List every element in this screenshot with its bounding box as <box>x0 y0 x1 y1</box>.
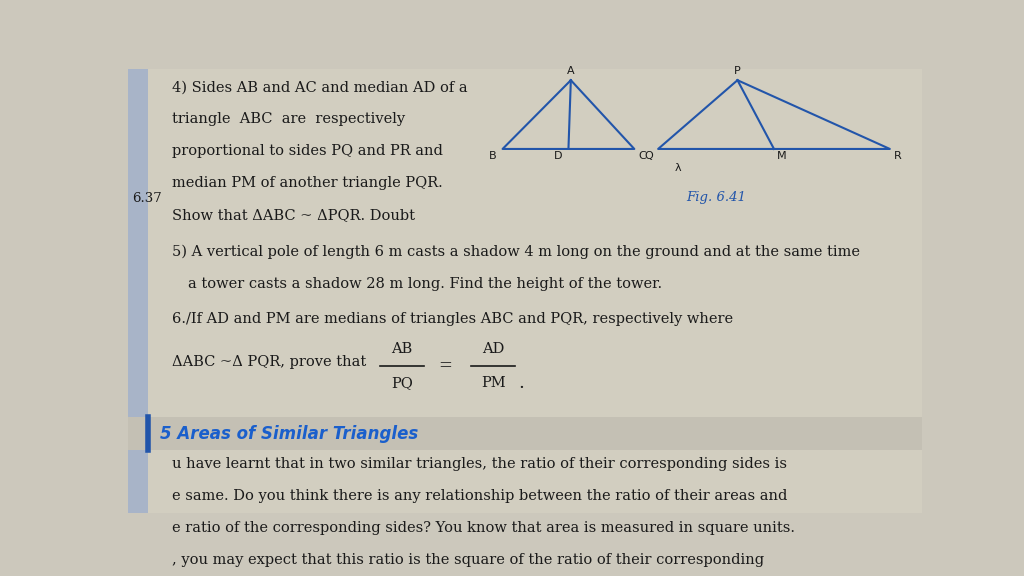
Text: 6.37: 6.37 <box>132 192 162 205</box>
Text: .: . <box>518 374 524 392</box>
Text: 5 Areas of Similar Triangles: 5 Areas of Similar Triangles <box>160 425 418 442</box>
Text: M: M <box>777 151 786 161</box>
Text: 4) Sides AB and AC and median AD of a: 4) Sides AB and AC and median AD of a <box>172 80 467 94</box>
Text: P: P <box>734 66 740 76</box>
Text: e ratio of the corresponding sides? You know that area is measured in square uni: e ratio of the corresponding sides? You … <box>172 521 795 535</box>
Text: a tower casts a shadow 28 m long. Find the height of the tower.: a tower casts a shadow 28 m long. Find t… <box>187 276 662 291</box>
Text: Q: Q <box>645 151 653 161</box>
Text: u have learnt that in two similar triangles, the ratio of their corresponding si: u have learnt that in two similar triang… <box>172 457 786 471</box>
Text: Show that ΔABC ~ ΔPQR. Doubt: Show that ΔABC ~ ΔPQR. Doubt <box>172 208 415 222</box>
Text: AB: AB <box>391 342 413 356</box>
Text: 5) A vertical pole of length 6 m casts a shadow 4 m long on the ground and at th: 5) A vertical pole of length 6 m casts a… <box>172 245 860 259</box>
Text: A: A <box>567 66 574 76</box>
FancyBboxPatch shape <box>128 417 922 450</box>
Text: triangle  ABC  are  respectively: triangle ABC are respectively <box>172 112 404 126</box>
Text: Fig. 6.41: Fig. 6.41 <box>686 191 746 204</box>
Text: median PM of another triangle PQR.: median PM of another triangle PQR. <box>172 176 442 190</box>
Text: proportional to sides PQ and PR and: proportional to sides PQ and PR and <box>172 144 442 158</box>
FancyBboxPatch shape <box>128 69 147 513</box>
Text: λ: λ <box>675 163 681 173</box>
Text: 6./If AD and PM are medians of triangles ABC and PQR, respectively where: 6./If AD and PM are medians of triangles… <box>172 312 733 325</box>
Text: , you may expect that this ratio is the square of the ratio of their correspondi: , you may expect that this ratio is the … <box>172 552 764 567</box>
Text: D: D <box>554 151 562 161</box>
Text: e same. Do you think there is any relationship between the ratio of their areas : e same. Do you think there is any relati… <box>172 489 787 503</box>
FancyBboxPatch shape <box>147 69 922 513</box>
Text: PM: PM <box>480 376 506 390</box>
Text: PQ: PQ <box>391 376 413 390</box>
Text: C: C <box>638 151 646 161</box>
Text: B: B <box>488 151 497 161</box>
Text: R: R <box>894 151 901 161</box>
Text: ΔABC ~Δ PQR, prove that: ΔABC ~Δ PQR, prove that <box>172 355 366 369</box>
Text: AD: AD <box>482 342 504 356</box>
Text: =: = <box>438 358 453 374</box>
